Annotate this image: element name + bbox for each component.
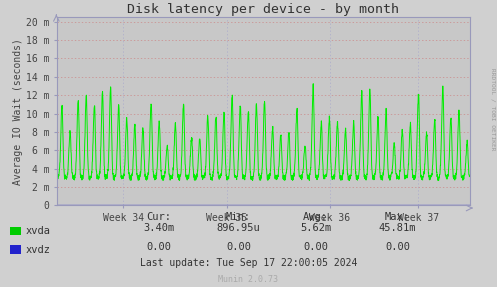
Text: 0.00: 0.00 xyxy=(385,242,410,252)
Text: Last update: Tue Sep 17 22:00:05 2024: Last update: Tue Sep 17 22:00:05 2024 xyxy=(140,258,357,268)
Text: Munin 2.0.73: Munin 2.0.73 xyxy=(219,275,278,284)
Text: Cur:: Cur: xyxy=(147,212,171,222)
Text: 45.81m: 45.81m xyxy=(379,223,416,233)
Text: Min:: Min: xyxy=(226,212,251,222)
Text: Avg:: Avg: xyxy=(303,212,328,222)
Text: 0.00: 0.00 xyxy=(226,242,251,252)
Text: xvda: xvda xyxy=(26,226,51,236)
Text: 0.00: 0.00 xyxy=(303,242,328,252)
Text: RRDTOOL / TOBI OETIKER: RRDTOOL / TOBI OETIKER xyxy=(491,68,496,150)
Text: 896.95u: 896.95u xyxy=(217,223,260,233)
Text: Max:: Max: xyxy=(385,212,410,222)
Text: 5.62m: 5.62m xyxy=(300,223,331,233)
Title: Disk latency per device - by month: Disk latency per device - by month xyxy=(127,3,400,16)
Text: xvdz: xvdz xyxy=(26,245,51,255)
Y-axis label: Average IO Wait (seconds): Average IO Wait (seconds) xyxy=(13,38,23,185)
Text: 0.00: 0.00 xyxy=(147,242,171,252)
Text: 3.40m: 3.40m xyxy=(144,223,174,233)
